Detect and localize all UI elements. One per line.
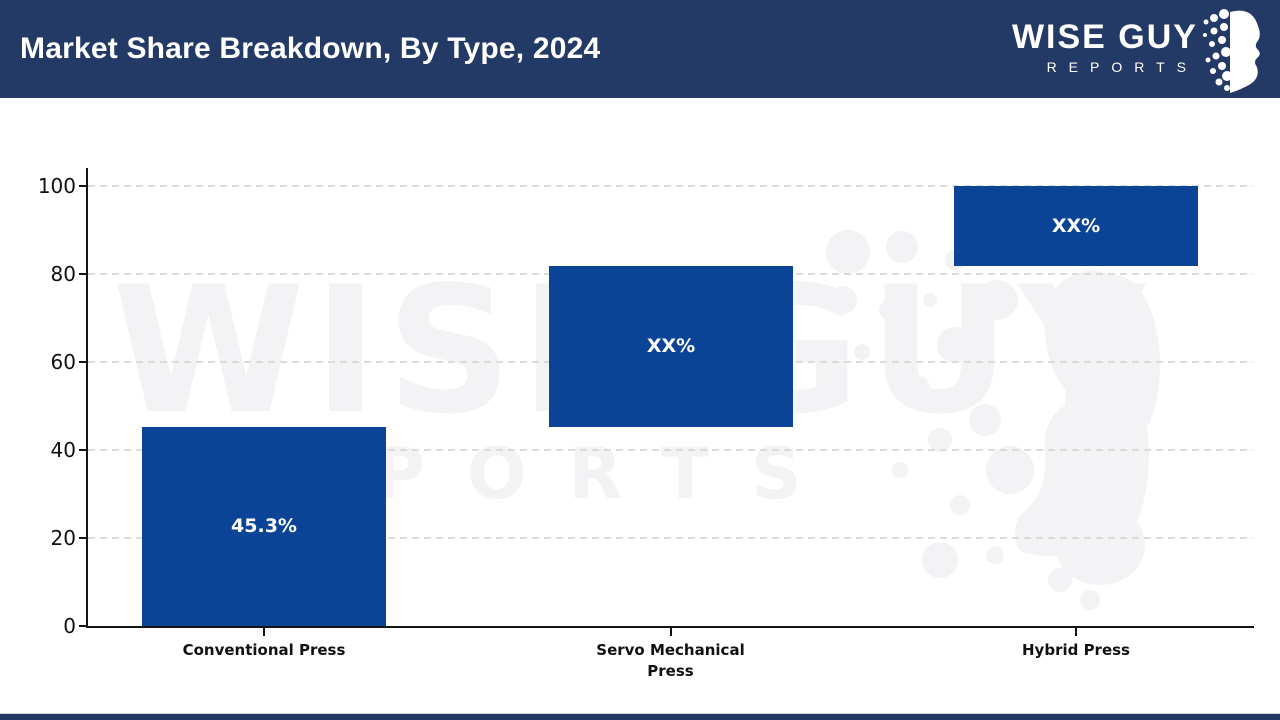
x-category-label-conventional-press: Conventional Press [182,641,346,659]
watermark-head-icon [826,230,1160,610]
x-tick [1075,628,1077,636]
y-tick [79,449,86,451]
header: Market Share Breakdown, By Type, 2024 WI… [0,0,1280,98]
footer-divider [0,713,1280,714]
x-axis-line [86,626,1254,628]
gridline [88,449,1253,451]
brand-logo-subtitle: REPORTS [1046,59,1198,75]
bar-value-label: 45.3% [231,515,297,538]
bar-value-label: XX% [646,335,696,358]
bar-value-label: XX% [1051,215,1101,238]
y-tick [79,537,86,539]
x-category-label-servo-mechanical-press: Servo Mechanical Press [596,641,745,680]
brand-logo-wordmark: WISE GUY [1011,18,1198,56]
y-tick [79,625,86,627]
y-tick [79,361,86,363]
y-tick-label: 20 [50,526,76,550]
y-tick [79,273,86,275]
bar-conventional-press: 45.3% [142,426,386,626]
x-category-label-hybrid-press: Hybrid Press [1022,641,1130,659]
x-tick [670,628,672,636]
y-tick-label: 80 [50,262,76,286]
bar-hybrid-press: XX% [954,186,1198,267]
bar-servo-mechanical-press: XX% [549,266,793,427]
gridline [88,537,1253,539]
y-axis-line [86,168,88,628]
y-tick-label: 100 [37,174,76,198]
brand-logo: WISE GUY REPORTS [1008,4,1270,94]
page-title: Market Share Breakdown, By Type, 2024 [20,32,601,65]
y-tick-label: 40 [50,438,76,462]
y-tick [79,185,86,187]
x-tick [263,628,265,636]
gridline [88,185,1253,187]
footer-accent-bar [0,714,1280,720]
y-tick-label: 0 [63,614,76,638]
y-tick-label: 60 [50,350,76,374]
brand-logo-head-icon [1203,9,1260,93]
